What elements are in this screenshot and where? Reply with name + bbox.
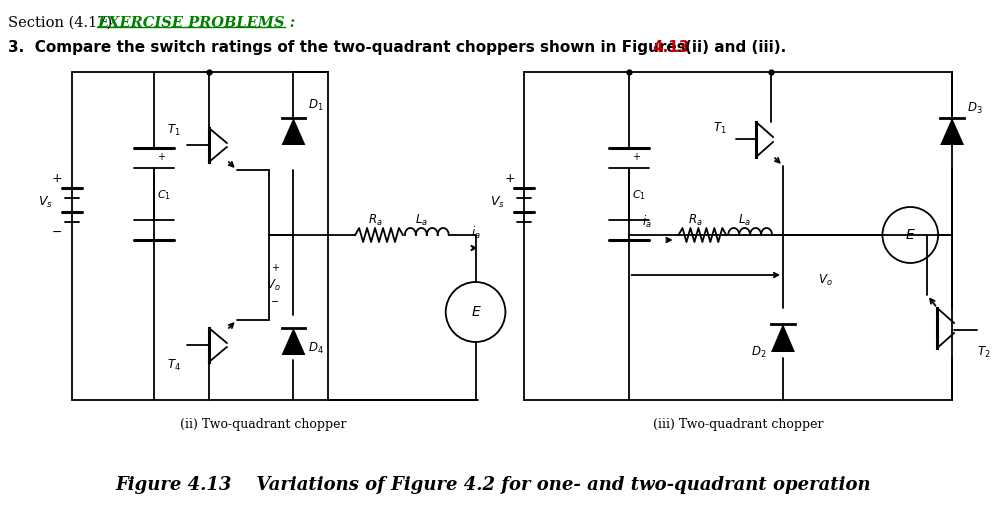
Text: $T_1$: $T_1$ bbox=[167, 122, 181, 138]
Text: $D_3$: $D_3$ bbox=[967, 100, 983, 116]
Text: $L_a$: $L_a$ bbox=[738, 212, 752, 227]
Text: +: + bbox=[271, 263, 279, 273]
Text: $V_s$: $V_s$ bbox=[491, 194, 505, 210]
Text: (ii) and (iii).: (ii) and (iii). bbox=[685, 40, 786, 55]
Text: $V_o$: $V_o$ bbox=[266, 278, 280, 293]
Polygon shape bbox=[940, 118, 964, 145]
Polygon shape bbox=[282, 118, 306, 145]
Text: E: E bbox=[471, 305, 480, 319]
Text: Section (4.17): Section (4.17) bbox=[8, 16, 121, 30]
Text: $D_2$: $D_2$ bbox=[751, 344, 767, 359]
Text: $R_a$: $R_a$ bbox=[688, 212, 703, 227]
Text: 3.  Compare the switch ratings of the two-quadrant choppers shown in Figures: 3. Compare the switch ratings of the two… bbox=[8, 40, 691, 55]
Text: +: + bbox=[157, 152, 165, 162]
Text: +: + bbox=[504, 171, 515, 184]
Text: (iii) Two-quadrant chopper: (iii) Two-quadrant chopper bbox=[653, 418, 823, 431]
Text: −: − bbox=[52, 225, 63, 238]
Text: $i_a$: $i_a$ bbox=[641, 214, 651, 230]
Text: EXERCISE PROBLEMS :: EXERCISE PROBLEMS : bbox=[97, 16, 296, 30]
Text: $T_2$: $T_2$ bbox=[977, 344, 991, 359]
Text: (ii) Two-quadrant chopper: (ii) Two-quadrant chopper bbox=[181, 418, 347, 431]
Text: $R_a$: $R_a$ bbox=[368, 212, 382, 227]
Text: Figure 4.13    Variations of Figure 4.2 for one- and two-quadrant operation: Figure 4.13 Variations of Figure 4.2 for… bbox=[115, 476, 871, 494]
Text: 4.13: 4.13 bbox=[652, 40, 690, 55]
Text: $C_1$: $C_1$ bbox=[632, 188, 645, 202]
Text: $T_1$: $T_1$ bbox=[713, 121, 727, 136]
Text: −: − bbox=[271, 297, 279, 307]
Text: +: + bbox=[52, 171, 63, 184]
Text: $D_1$: $D_1$ bbox=[309, 97, 324, 112]
Text: $T_4$: $T_4$ bbox=[167, 357, 181, 372]
Text: $V_o$: $V_o$ bbox=[818, 272, 832, 287]
Polygon shape bbox=[282, 328, 306, 355]
Text: $i_a$: $i_a$ bbox=[471, 225, 481, 241]
Text: +: + bbox=[632, 152, 639, 162]
Text: E: E bbox=[906, 228, 915, 242]
Text: $D_4$: $D_4$ bbox=[309, 340, 325, 355]
Text: $L_a$: $L_a$ bbox=[415, 212, 428, 227]
Text: $V_s$: $V_s$ bbox=[38, 194, 53, 210]
Polygon shape bbox=[771, 324, 795, 352]
Text: $C_1$: $C_1$ bbox=[157, 188, 171, 202]
